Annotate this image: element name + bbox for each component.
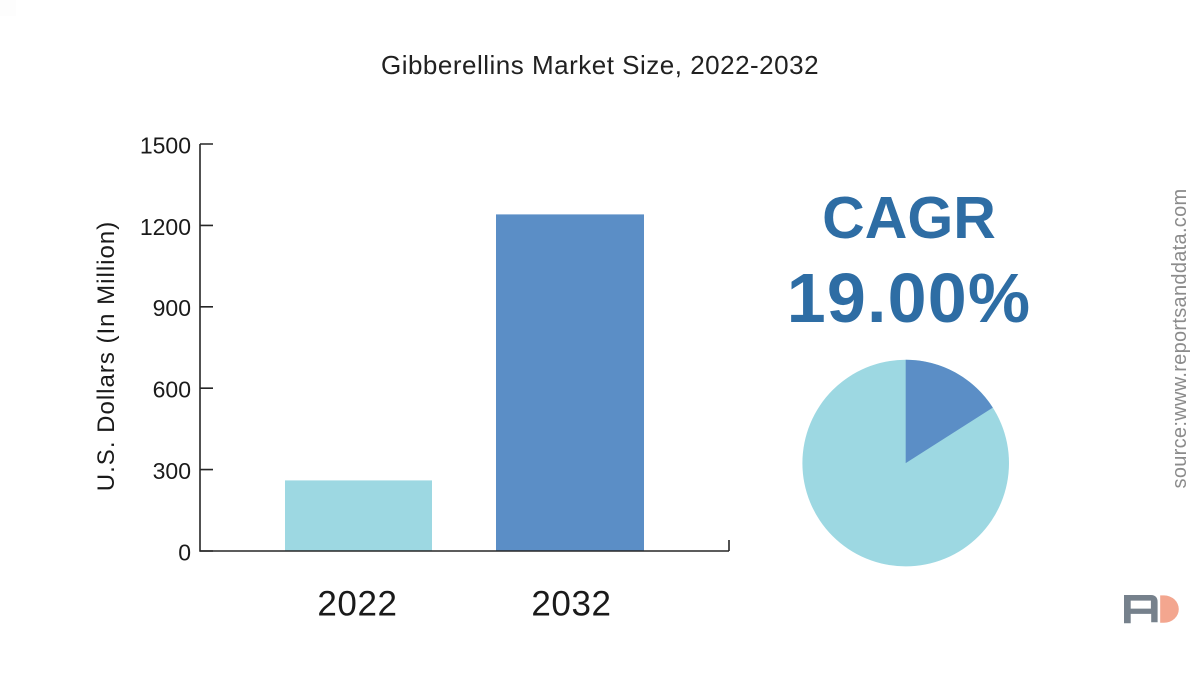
svg-text:900: 900 — [153, 295, 191, 321]
svg-text:2022: 2022 — [317, 585, 397, 624]
svg-text:2032: 2032 — [531, 585, 611, 624]
svg-text:CAGR: CAGR — [822, 185, 996, 251]
svg-text:19.00%: 19.00% — [787, 259, 1032, 337]
svg-text:600: 600 — [153, 377, 191, 403]
svg-text:300: 300 — [153, 458, 191, 484]
svg-text:1500: 1500 — [140, 132, 191, 158]
svg-text:source:www.reportsanddata.com: source:www.reportsanddata.com — [1169, 189, 1191, 489]
svg-text:0: 0 — [178, 539, 191, 565]
svg-text:Gibberellins Market Size, 2022: Gibberellins Market Size, 2022-2032 — [381, 50, 819, 80]
svg-text:U.S. Dollars (In Million): U.S. Dollars (In Million) — [93, 221, 120, 491]
svg-text:1200: 1200 — [140, 214, 191, 240]
